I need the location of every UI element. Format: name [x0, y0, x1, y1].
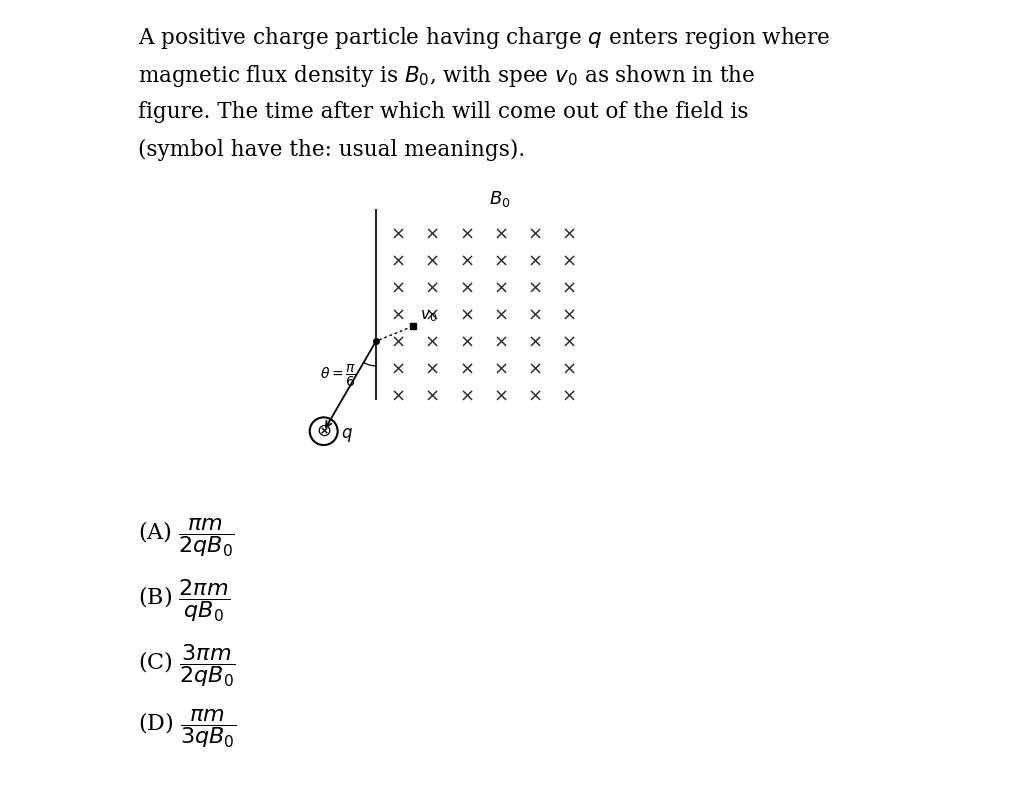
Text: $\times$: $\times$ [493, 251, 507, 269]
Text: $\times$: $\times$ [459, 359, 473, 377]
Text: $\times$: $\times$ [390, 278, 406, 296]
Text: $\times$: $\times$ [526, 224, 542, 243]
Text: $\theta = \dfrac{\pi}{6}$: $\theta = \dfrac{\pi}{6}$ [321, 363, 356, 389]
Text: (B) $\dfrac{2\pi m}{qB_0}$: (B) $\dfrac{2\pi m}{qB_0}$ [138, 577, 230, 624]
Text: $\times$: $\times$ [390, 251, 406, 269]
Text: $\times$: $\times$ [425, 305, 439, 323]
Text: $\times$: $\times$ [561, 386, 575, 404]
Text: $\times$: $\times$ [561, 305, 575, 323]
Text: $\times$: $\times$ [425, 333, 439, 350]
Text: $\times$: $\times$ [561, 333, 575, 350]
Text: magnetic flux density is $B_0$, with spee $v_0$ as shown in the: magnetic flux density is $B_0$, with spe… [138, 63, 756, 89]
Text: $\times$: $\times$ [425, 224, 439, 243]
Text: $\times$: $\times$ [425, 359, 439, 377]
Text: $\times$: $\times$ [459, 224, 473, 243]
Text: $\otimes$: $\otimes$ [316, 422, 332, 440]
Text: $\times$: $\times$ [526, 359, 542, 377]
Text: $\times$: $\times$ [390, 224, 406, 243]
Text: (D) $\dfrac{\pi m}{3qB_0}$: (D) $\dfrac{\pi m}{3qB_0}$ [138, 707, 237, 750]
Text: $\times$: $\times$ [526, 386, 542, 404]
Text: $\times$: $\times$ [561, 251, 575, 269]
Text: (A) $\dfrac{\pi m}{2qB_0}$: (A) $\dfrac{\pi m}{2qB_0}$ [138, 516, 234, 559]
Text: $\times$: $\times$ [493, 333, 507, 350]
Text: $\times$: $\times$ [561, 278, 575, 296]
Text: (symbol have the: usual meanings).: (symbol have the: usual meanings). [138, 139, 525, 161]
Text: $\times$: $\times$ [390, 386, 406, 404]
Text: $\times$: $\times$ [526, 305, 542, 323]
Text: $\times$: $\times$ [561, 224, 575, 243]
Text: $\times$: $\times$ [390, 305, 406, 323]
Text: $\times$: $\times$ [493, 386, 507, 404]
Text: $\times$: $\times$ [390, 333, 406, 350]
Text: $\times$: $\times$ [493, 224, 507, 243]
Text: $\times$: $\times$ [493, 278, 507, 296]
Text: $\times$: $\times$ [526, 333, 542, 350]
Text: $\times$: $\times$ [459, 333, 473, 350]
Text: (C) $\dfrac{3\pi m}{2qB_0}$: (C) $\dfrac{3\pi m}{2qB_0}$ [138, 641, 236, 689]
Text: figure. The time after which will come out of the field is: figure. The time after which will come o… [138, 101, 749, 123]
Text: $\times$: $\times$ [390, 359, 406, 377]
Text: $\times$: $\times$ [561, 359, 575, 377]
Text: A positive charge particle having charge $q$ enters region where: A positive charge particle having charge… [138, 25, 830, 51]
Text: $\times$: $\times$ [459, 278, 473, 296]
Text: $\times$: $\times$ [459, 386, 473, 404]
Text: $B_0$: $B_0$ [489, 189, 511, 209]
Text: $\times$: $\times$ [459, 251, 473, 269]
Text: $v_0$: $v_0$ [420, 308, 436, 324]
Text: $\times$: $\times$ [459, 305, 473, 323]
Text: $\times$: $\times$ [493, 305, 507, 323]
Text: $q$: $q$ [341, 426, 352, 444]
Text: $\times$: $\times$ [425, 251, 439, 269]
Text: $\times$: $\times$ [526, 278, 542, 296]
Text: $\times$: $\times$ [425, 386, 439, 404]
Text: $\times$: $\times$ [526, 251, 542, 269]
Text: $\times$: $\times$ [425, 278, 439, 296]
Text: $\times$: $\times$ [493, 359, 507, 377]
